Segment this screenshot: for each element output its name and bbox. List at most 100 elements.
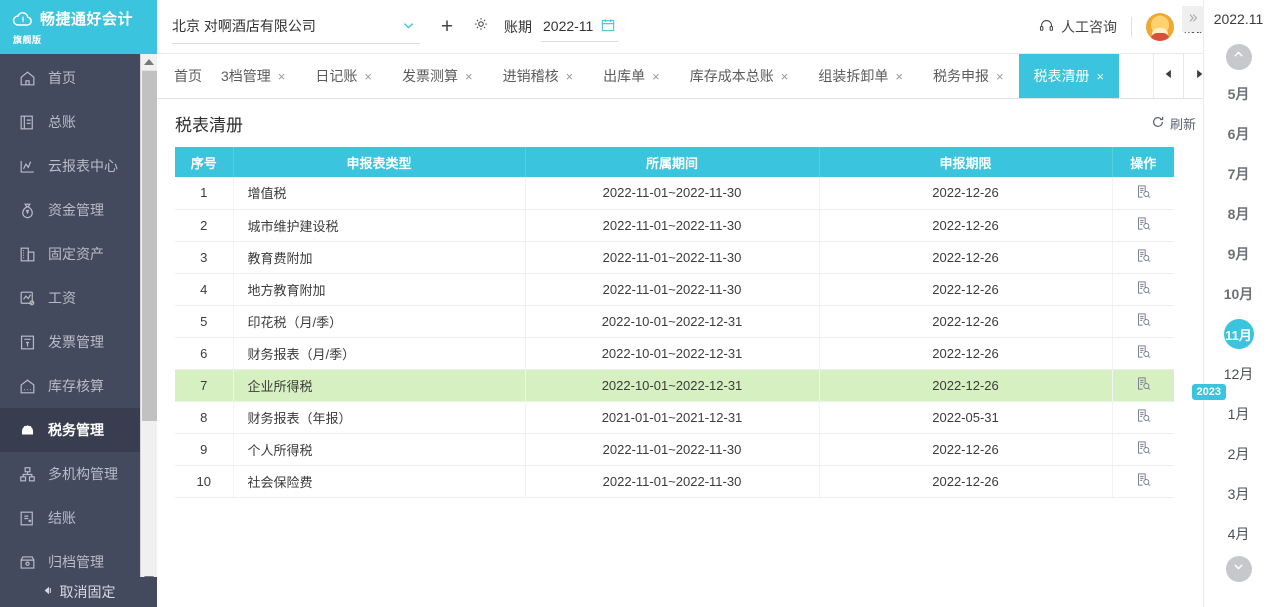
- close-icon[interactable]: ×: [780, 68, 789, 84]
- tab-assembly-order[interactable]: 组装拆卸单 ×: [803, 54, 918, 98]
- close-icon[interactable]: ×: [277, 68, 286, 84]
- sidebar-item-cloud-reports[interactable]: 云报表中心: [0, 144, 157, 188]
- document-search-icon[interactable]: [1136, 248, 1151, 263]
- table-row[interactable]: 2 城市维护建设税 2022-11-01~2022-11-30 2022-12-…: [175, 209, 1174, 242]
- close-icon[interactable]: ×: [1096, 68, 1105, 84]
- month-scroll-up-button[interactable]: [1225, 44, 1252, 70]
- month-item-4[interactable]: 4月: [1204, 514, 1273, 554]
- close-icon[interactable]: ×: [464, 68, 473, 84]
- tab-label: 税务申报: [932, 68, 989, 84]
- cell-action[interactable]: [1112, 465, 1174, 498]
- table-row[interactable]: 3 教育费附加 2022-11-01~2022-11-30 2022-12-26: [175, 241, 1174, 274]
- sidebar-item-archive[interactable]: 归档管理: [0, 540, 157, 584]
- tax-form-list-panel: 税表清册 刷新: [157, 99, 1273, 607]
- scrollbar-track[interactable]: [141, 71, 158, 570]
- tab-tax-form-list[interactable]: 税表清册 ×: [1018, 54, 1120, 98]
- close-icon[interactable]: ×: [364, 68, 372, 84]
- scroll-up-arrow-icon[interactable]: [140, 54, 158, 71]
- table-row[interactable]: 5 印花税（月/季） 2022-10-01~2022-12-31 2022-12…: [175, 305, 1174, 338]
- tab-scroll-left-button[interactable]: [1153, 54, 1183, 98]
- sidebar-item-home[interactable]: 首页: [0, 56, 157, 100]
- table-row[interactable]: 9 个人所得税 2022-11-01~2022-11-30 2022-12-26: [175, 433, 1174, 466]
- close-icon[interactable]: ×: [895, 68, 903, 84]
- document-search-icon[interactable]: [1136, 376, 1151, 391]
- document-search-icon[interactable]: [1136, 344, 1151, 359]
- close-icon[interactable]: ×: [565, 68, 574, 84]
- month-item-11[interactable]: 11月: [1204, 314, 1273, 354]
- cell-action[interactable]: [1112, 241, 1174, 274]
- tab-inventory-cost-ledger[interactable]: 库存成本总账 ×: [675, 54, 804, 98]
- sidebar-item-inventory[interactable]: 库存核算: [0, 364, 157, 408]
- add-company-button[interactable]: +: [432, 12, 462, 42]
- tab-purchase-sales-audit[interactable]: 进销稽核 ×: [488, 54, 589, 98]
- close-icon[interactable]: ×: [652, 68, 660, 84]
- month-item-12[interactable]: 12月: [1204, 354, 1273, 394]
- sidebar-item-tax[interactable]: 税务管理: [0, 408, 157, 452]
- tab-outbound-order[interactable]: 出库单 ×: [588, 54, 675, 98]
- month-item-8[interactable]: 8月: [1204, 194, 1273, 234]
- unpin-sidebar-button[interactable]: 取消固定: [0, 577, 157, 607]
- month-item-6[interactable]: 6月: [1204, 114, 1273, 154]
- table-row[interactable]: 6 财务报表（月/季） 2022-10-01~2022-12-31 2022-1…: [175, 337, 1174, 370]
- refresh-button[interactable]: 刷新: [1151, 114, 1251, 133]
- table-row[interactable]: 8 财务报表（年报） 2021-01-01~2021-12-31 2022-05…: [175, 401, 1174, 434]
- month-item-5[interactable]: 5月: [1204, 74, 1273, 114]
- sidebar-item-funds[interactable]: 资金管理: [0, 188, 157, 232]
- table-row[interactable]: 1 增值税 2022-11-01~2022-11-30 2022-12-26: [175, 177, 1174, 210]
- payroll-icon: [18, 289, 37, 308]
- sidebar-item-settlement[interactable]: 结账: [0, 496, 157, 540]
- close-icon[interactable]: ×: [995, 68, 1004, 84]
- month-item-2[interactable]: 2月: [1204, 434, 1273, 474]
- month-scroll-down-button[interactable]: [1225, 556, 1252, 582]
- document-search-icon[interactable]: [1136, 472, 1151, 487]
- document-search-icon[interactable]: [1136, 216, 1151, 231]
- cell-form-type: 地方教育附加: [233, 273, 526, 306]
- sidebar-item-ledger[interactable]: 总账: [0, 100, 157, 144]
- period-selector[interactable]: 2022-11: [541, 12, 619, 42]
- current-period-display: 2022.11: [1203, 0, 1273, 38]
- document-search-icon[interactable]: [1136, 280, 1151, 295]
- tab-invoice-estimate[interactable]: 发票测算 ×: [387, 54, 488, 98]
- table-row[interactable]: 10 社会保险费 2022-11-01~2022-11-30 2022-12-2…: [175, 465, 1174, 498]
- table-row[interactable]: 7 企业所得税 2022-10-01~2022-12-31 2022-12-26: [175, 369, 1174, 402]
- support-button[interactable]: 人工咨询: [1038, 16, 1132, 37]
- month-item-7[interactable]: 7月: [1204, 154, 1273, 194]
- cell-action[interactable]: [1112, 305, 1174, 338]
- warehouse-icon: [18, 377, 37, 396]
- document-search-icon[interactable]: [1136, 408, 1151, 423]
- document-search-icon[interactable]: [1136, 440, 1151, 455]
- month-item-10[interactable]: 10月: [1204, 274, 1273, 314]
- sidebar-scrollbar[interactable]: [140, 54, 158, 587]
- document-search-icon[interactable]: [1136, 184, 1151, 199]
- cell-deadline: 2022-12-26: [819, 241, 1113, 274]
- cell-action[interactable]: [1112, 177, 1174, 210]
- cell-action[interactable]: [1112, 433, 1174, 466]
- tab-archive-management[interactable]: 3档管理 ×: [206, 54, 300, 98]
- sidebar-item-multi-org[interactable]: 多机构管理: [0, 452, 157, 496]
- cell-action[interactable]: [1112, 401, 1174, 434]
- cell-action[interactable]: [1112, 209, 1174, 242]
- tab-scroll-right-button[interactable]: [1183, 54, 1213, 98]
- month-item-3[interactable]: 3月: [1204, 474, 1273, 514]
- table-row[interactable]: 4 地方教育附加 2022-11-01~2022-11-30 2022-12-2…: [175, 273, 1174, 306]
- cell-action[interactable]: [1112, 369, 1174, 402]
- company-selector[interactable]: 北京 对啊酒店有限公司: [172, 10, 420, 44]
- tab-home[interactable]: 首页: [157, 54, 206, 98]
- tab-journal[interactable]: 日记账 ×: [300, 54, 387, 98]
- collapse-month-panel-button[interactable]: [1182, 6, 1204, 32]
- cell-form-type: 城市维护建设税: [233, 209, 526, 242]
- table-body: 1 增值税 2022-11-01~2022-11-30 2022-12-26 2: [175, 177, 1174, 498]
- month-item-9[interactable]: 9月: [1204, 234, 1273, 274]
- sidebar-item-fixed-assets[interactable]: 固定资产: [0, 232, 157, 276]
- tab-tax-filing[interactable]: 税务申报 ×: [918, 54, 1019, 98]
- cell-action[interactable]: [1112, 273, 1174, 306]
- settings-button[interactable]: [466, 12, 496, 42]
- scrollbar-thumb[interactable]: [141, 71, 157, 421]
- document-search-icon[interactable]: [1136, 312, 1151, 327]
- invoice-icon: [18, 333, 37, 352]
- sidebar-item-payroll[interactable]: 工资: [0, 276, 157, 320]
- cell-action[interactable]: [1112, 337, 1174, 370]
- sidebar-item-invoice[interactable]: 发票管理: [0, 320, 157, 364]
- cell-form-type: 个人所得税: [233, 433, 526, 466]
- month-item-1[interactable]: 2023 1月: [1191, 384, 1273, 434]
